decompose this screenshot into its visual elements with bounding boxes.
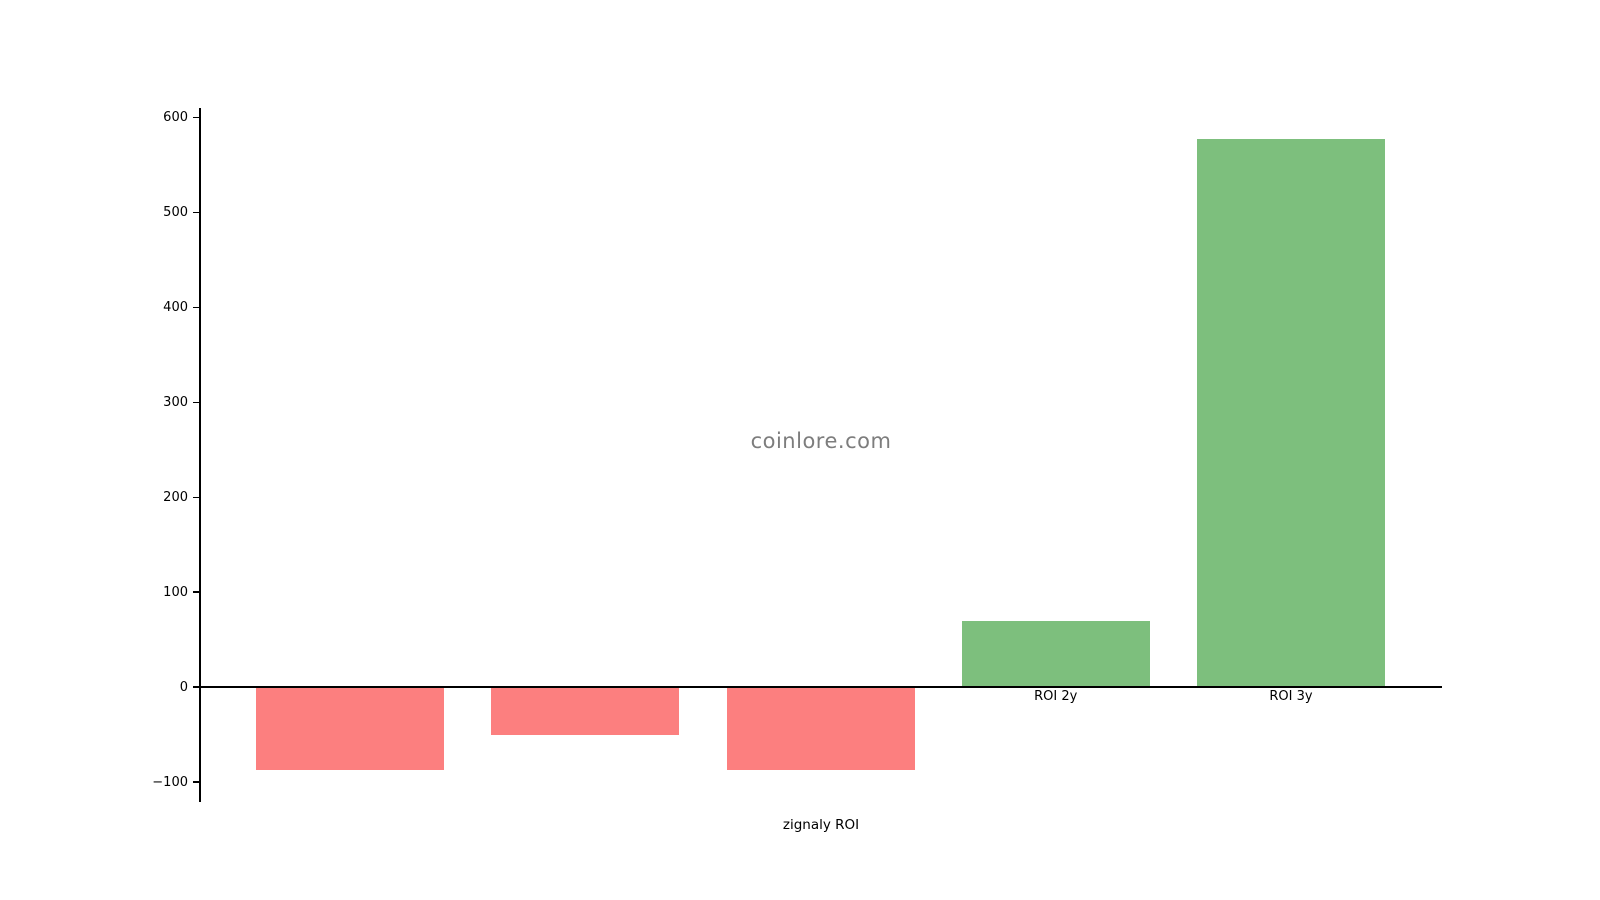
bar-series-3 xyxy=(726,687,915,770)
y-tick-mark xyxy=(193,591,199,593)
bar-series-1 xyxy=(256,687,444,770)
y-tick-label: 500 xyxy=(163,204,188,220)
y-tick-label: 0 xyxy=(179,679,188,695)
y-tick-mark xyxy=(193,306,199,309)
x-axis-zero-line xyxy=(199,686,1442,688)
x-tick-label: ROI 2y xyxy=(1034,688,1078,704)
bar-roi-2y xyxy=(961,620,1150,688)
y-tick-label: −100 xyxy=(152,774,188,790)
x-tick-label: ROI 3y xyxy=(1269,688,1313,704)
y-axis-line xyxy=(199,108,201,802)
bar-series-2 xyxy=(491,687,680,735)
y-tick-mark xyxy=(193,781,199,783)
y-tick-mark xyxy=(193,686,199,688)
y-tick-label: 300 xyxy=(163,394,188,410)
chart-title: zignaly ROI xyxy=(782,817,860,833)
y-tick-mark xyxy=(193,401,199,403)
watermark-text: coinlore.com xyxy=(750,429,892,453)
bar-roi-3y xyxy=(1197,139,1385,688)
y-tick-label: 400 xyxy=(163,299,188,315)
y-tick-mark xyxy=(193,496,199,498)
y-tick-label: 600 xyxy=(163,109,188,125)
y-tick-label: 200 xyxy=(163,489,188,505)
y-tick-mark xyxy=(193,116,199,119)
y-tick-label: 100 xyxy=(163,584,188,600)
y-tick-mark xyxy=(193,211,199,214)
